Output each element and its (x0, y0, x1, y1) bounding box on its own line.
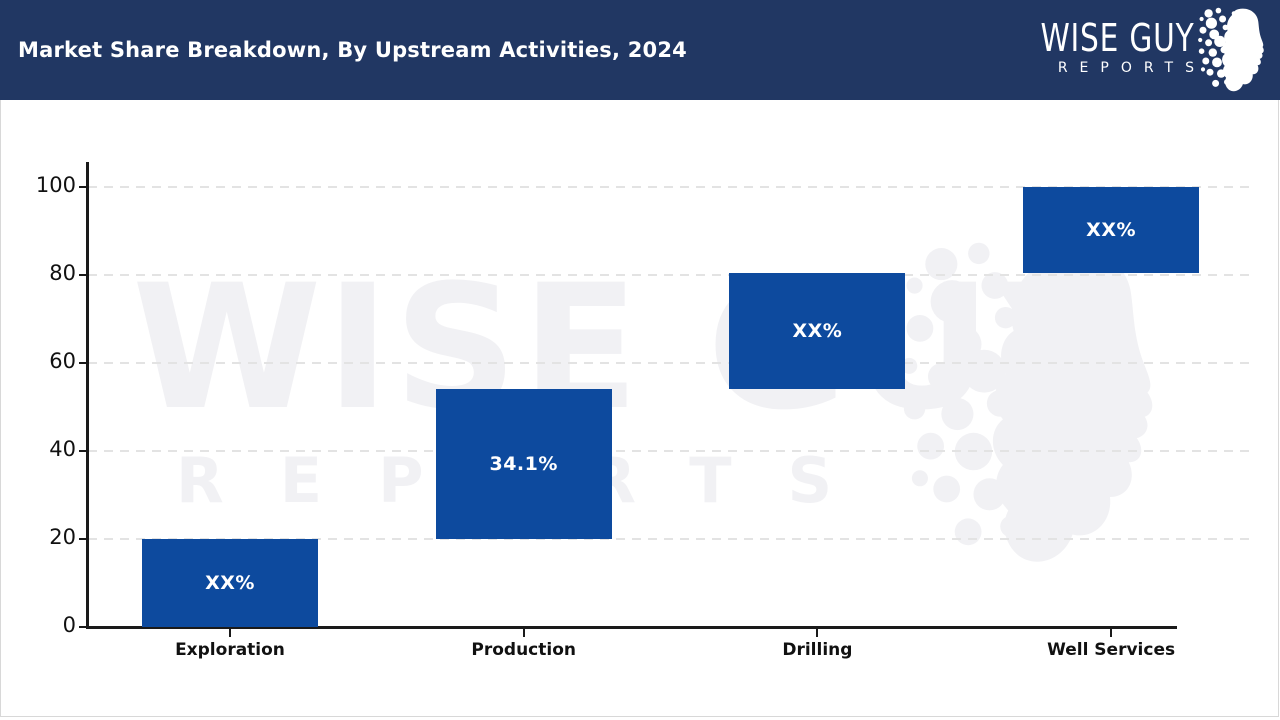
x-category-label: Production (471, 640, 576, 660)
x-axis-line (86, 626, 1177, 629)
y-tick-label: 60 (49, 349, 76, 373)
bar-value-label: 34.1% (489, 452, 558, 475)
y-tick (79, 450, 88, 452)
bar-value-label: XX% (205, 572, 255, 594)
bar-segment-drilling: XX% (729, 272, 906, 389)
y-gridline (88, 450, 1253, 452)
brand-subname: REPORTS (1057, 60, 1206, 76)
x-tick (522, 628, 525, 637)
y-axis-line (86, 162, 89, 629)
y-gridline (88, 186, 1253, 188)
y-tick-label: 0 (62, 613, 76, 637)
y-tick (79, 362, 88, 364)
y-tick (79, 186, 88, 188)
brand-logo-text: WISE GUY REPORTS (997, 18, 1194, 76)
bar-value-label: XX% (792, 319, 843, 342)
y-gridline (88, 274, 1253, 276)
x-category-label: Well Services (1047, 640, 1176, 660)
y-tick (79, 538, 88, 540)
bar-segment-well-services: XX% (1023, 187, 1200, 273)
y-tick-label: 80 (49, 261, 76, 285)
y-tick-label: 20 (49, 525, 76, 549)
x-category-label: Drilling (782, 640, 853, 660)
chart-title: Market Share Breakdown, By Upstream Acti… (18, 38, 687, 62)
y-gridline (88, 538, 1253, 540)
y-gridline (88, 362, 1253, 364)
brand-name: WISE GUY (1039, 16, 1194, 60)
watermark-head-logo-icon (893, 232, 1161, 580)
bar-segment-production: 34.1% (435, 388, 612, 539)
bar-segment-exploration: XX% (142, 539, 318, 627)
brand-logo: WISE GUY REPORTS (1016, 0, 1266, 100)
x-category-label: Exploration (175, 640, 285, 660)
x-tick (229, 628, 231, 637)
header-band: Market Share Breakdown, By Upstream Acti… (0, 0, 1280, 100)
bar-value-label: XX% (1086, 218, 1137, 241)
y-tick (79, 274, 88, 276)
brand-head-icon (1196, 5, 1266, 96)
x-tick (1110, 628, 1113, 637)
y-tick-label: 40 (49, 437, 76, 461)
y-tick (79, 626, 88, 628)
x-tick (816, 628, 819, 637)
y-tick-label: 100 (35, 173, 76, 197)
